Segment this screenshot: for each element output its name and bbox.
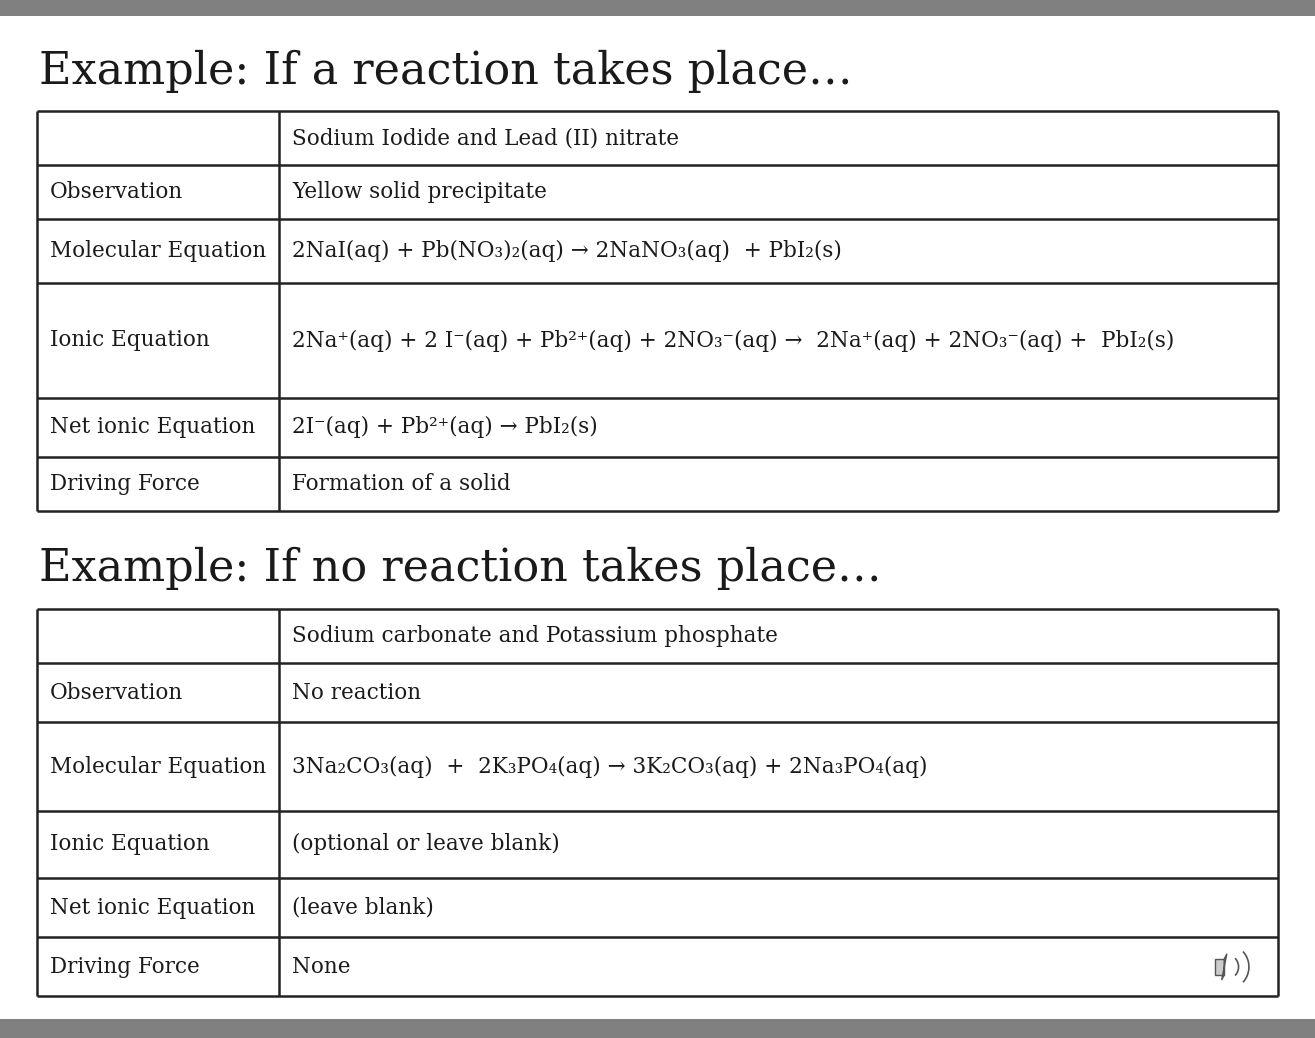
Polygon shape [1222, 954, 1227, 980]
Bar [0, 1019, 1315, 1038]
Text: Molecular Equation: Molecular Equation [50, 756, 266, 777]
Text: 2NaI(aq) + Pb(NO₃)₂(aq) → 2NaNO₃(aq)  + PbI₂(s): 2NaI(aq) + Pb(NO₃)₂(aq) → 2NaNO₃(aq) + P… [292, 240, 842, 263]
Text: Sodium Iodide and Lead (II) nitrate: Sodium Iodide and Lead (II) nitrate [292, 127, 679, 149]
Text: 3Na₂CO₃(aq)  +  2K₃PO₄(aq) → 3K₂CO₃(aq) + 2Na₃PO₄(aq): 3Na₂CO₃(aq) + 2K₃PO₄(aq) → 3K₂CO₃(aq) + … [292, 756, 927, 777]
Text: Ionic Equation: Ionic Equation [50, 834, 209, 855]
Text: Driving Force: Driving Force [50, 956, 200, 978]
Bar [0, 0, 1315, 16]
Text: Net ionic Equation: Net ionic Equation [50, 897, 255, 919]
Bar [37, 609, 1278, 996]
Text: 2I⁻(aq) + Pb²⁺(aq) → PbI₂(s): 2I⁻(aq) + Pb²⁺(aq) → PbI₂(s) [292, 416, 598, 438]
Text: Observation: Observation [50, 682, 183, 704]
FancyBboxPatch shape [1215, 959, 1224, 975]
Bar [37, 111, 1278, 511]
Text: Example: If a reaction takes place…: Example: If a reaction takes place… [39, 50, 853, 93]
Text: Net ionic Equation: Net ionic Equation [50, 416, 255, 438]
Text: (leave blank): (leave blank) [292, 897, 434, 919]
Text: Molecular Equation: Molecular Equation [50, 240, 266, 263]
Text: Yellow solid precipitate: Yellow solid precipitate [292, 181, 547, 203]
Text: Sodium carbonate and Potassium phosphate: Sodium carbonate and Potassium phosphate [292, 625, 778, 648]
Text: Driving Force: Driving Force [50, 472, 200, 495]
Text: Observation: Observation [50, 181, 183, 203]
Text: Formation of a solid: Formation of a solid [292, 472, 510, 495]
Text: 2Na⁺(aq) + 2 I⁻(aq) + Pb²⁺(aq) + 2NO₃⁻(aq) →  2Na⁺(aq) + 2NO₃⁻(aq) +  PbI₂(s): 2Na⁺(aq) + 2 I⁻(aq) + Pb²⁺(aq) + 2NO₃⁻(a… [292, 329, 1174, 352]
Text: (optional or leave blank): (optional or leave blank) [292, 834, 560, 855]
Text: Ionic Equation: Ionic Equation [50, 329, 209, 352]
Text: Example: If no reaction takes place…: Example: If no reaction takes place… [39, 547, 882, 591]
Text: None: None [292, 956, 351, 978]
Text: No reaction: No reaction [292, 682, 421, 704]
